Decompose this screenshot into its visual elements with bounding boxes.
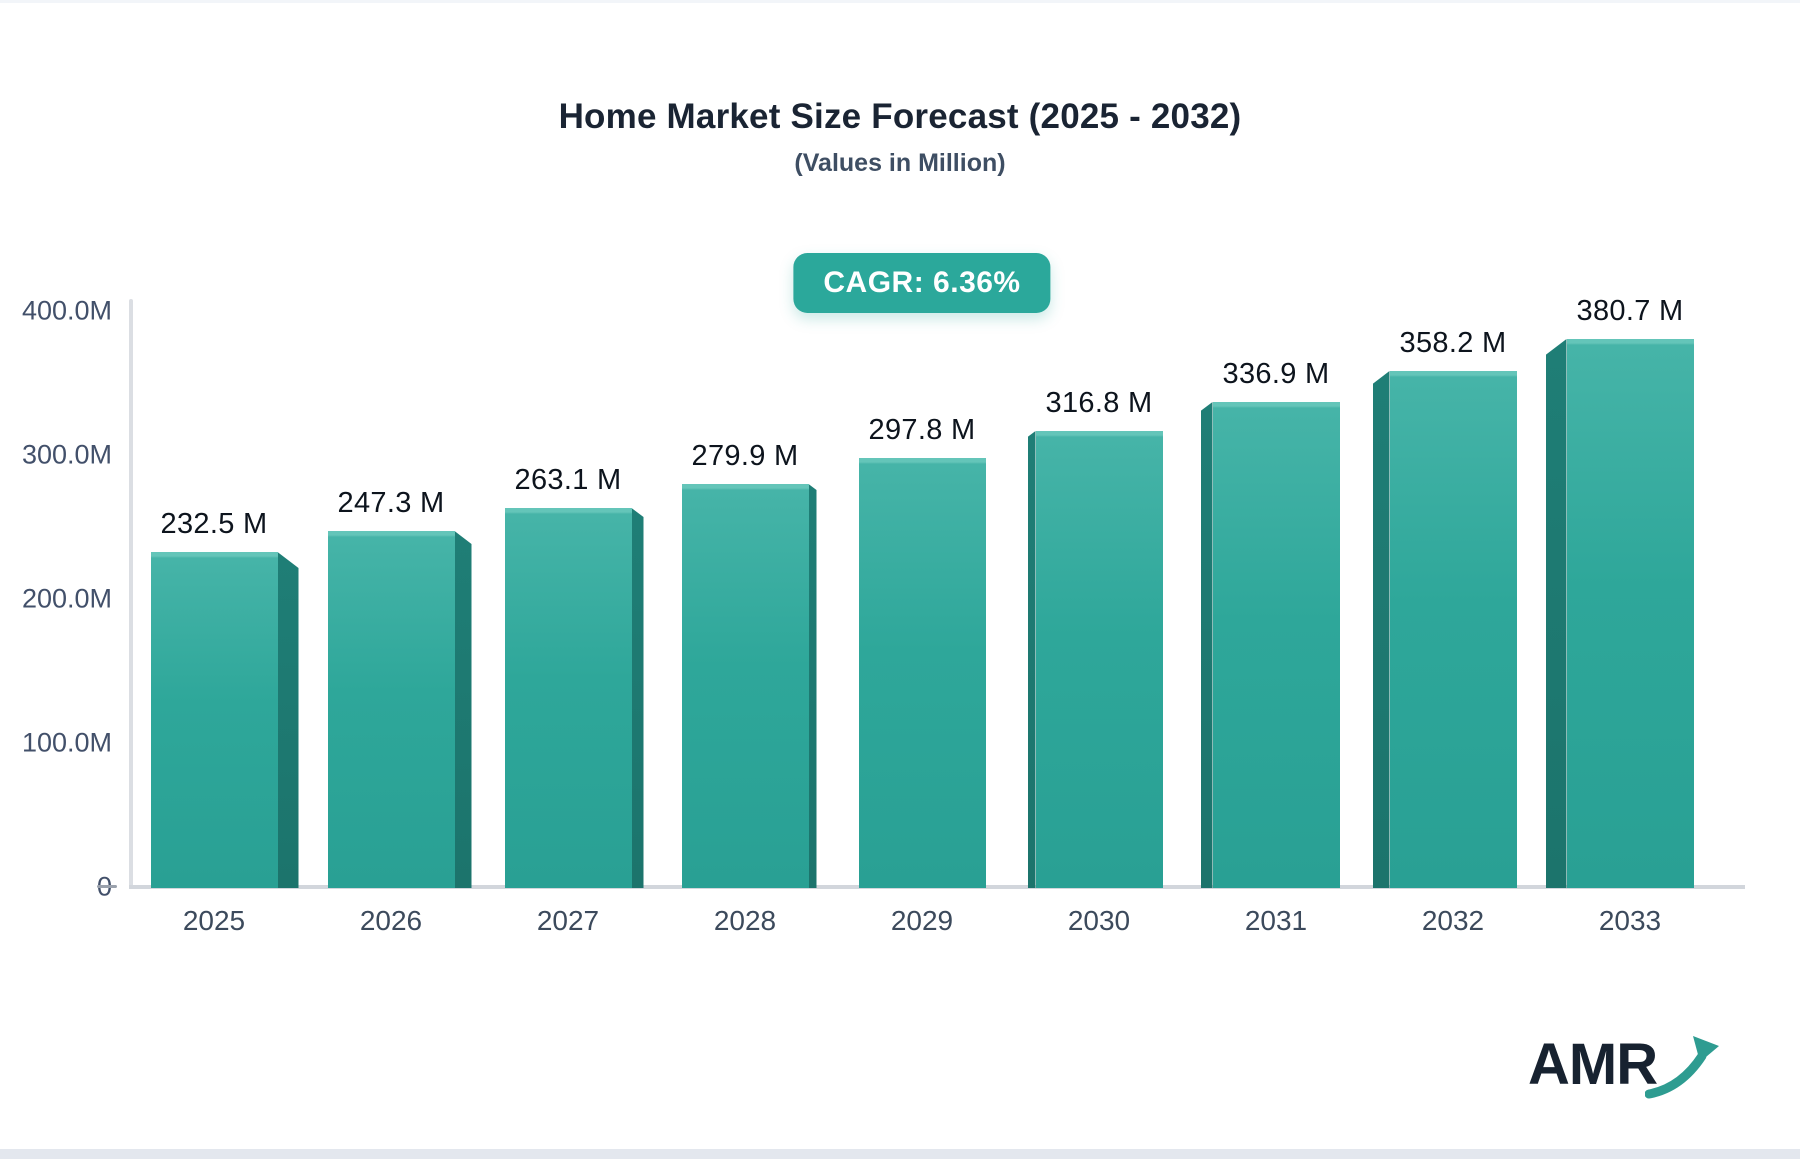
bar-2031 (1212, 402, 1340, 888)
x-axis-label: 2026 (359, 905, 423, 936)
bar-2030-side-face (1027, 431, 1036, 888)
bar-2033 (1566, 339, 1694, 888)
bar-value-label: 232.5 M (160, 508, 268, 540)
bar-2026-side-face (454, 531, 472, 888)
bar-2025 (150, 552, 278, 888)
bar-value-label: 336.9 M (1222, 358, 1330, 390)
plot-area: 400.0M 300.0M 200.0M 100.0M 0 232.5 M 2025 247.… (0, 3, 1800, 1159)
bar-value-label: 297.8 M (868, 414, 976, 446)
amr-logo-text: AMR (1528, 1032, 1658, 1097)
y-axis-line (129, 299, 133, 887)
bar-2032-side-face (1372, 371, 1390, 888)
x-axis-label: 2032 (1421, 905, 1485, 936)
bar-2025-side-face (277, 552, 299, 888)
y-axis-tick-label: 100.0M (21, 727, 112, 758)
bar-2027 (504, 508, 632, 888)
bar-2030 (1035, 431, 1163, 888)
chart-header: Home Market Size Forecast (2025 - 2032) … (0, 97, 1800, 178)
x-axis-label: 2027 (536, 905, 600, 936)
zero-tick-dash (97, 885, 117, 888)
x-axis-label: 2028 (713, 905, 777, 936)
growth-arrow-icon (1645, 1035, 1720, 1098)
x-axis-label: 2031 (1244, 905, 1308, 936)
bar-value-label: 247.3 M (337, 487, 445, 519)
bar-value-label: 279.9 M (691, 440, 799, 472)
x-axis-label: 2025 (182, 905, 246, 936)
bar-value-label: 263.1 M (514, 464, 622, 496)
bar-2028-side-face (808, 484, 817, 888)
bar-2028 (681, 484, 809, 888)
bar-value-label: 380.7 M (1576, 295, 1684, 327)
bar-2033-side-face (1545, 339, 1567, 888)
y-axis-tick-label: 200.0M (21, 583, 112, 614)
chart-title: Home Market Size Forecast (2025 - 2032) (558, 97, 1242, 136)
bar-value-label: 316.8 M (1045, 387, 1153, 419)
y-axis-tick-label: 400.0M (21, 295, 112, 326)
y-axis-tick-label: 0 (0, 872, 112, 903)
x-axis-label: 2029 (890, 905, 954, 936)
bottom-border (0, 1149, 1800, 1159)
cagr-badge: CAGR: 6.36% (793, 253, 1051, 313)
amr-logo: AMR (1528, 1031, 1720, 1098)
x-axis-label: 2030 (1067, 905, 1131, 936)
bar-2027-side-face (631, 508, 644, 888)
y-axis-tick-label: 300.0M (21, 439, 112, 470)
chart-subtitle: (Values in Million) (794, 149, 1006, 177)
bar-2029 (858, 458, 986, 888)
bar-2026 (327, 531, 455, 888)
bar-2031-side-face (1200, 402, 1213, 888)
x-axis-label: 2033 (1598, 905, 1662, 936)
bar-value-label: 358.2 M (1399, 327, 1507, 359)
bar-2032 (1389, 371, 1517, 888)
